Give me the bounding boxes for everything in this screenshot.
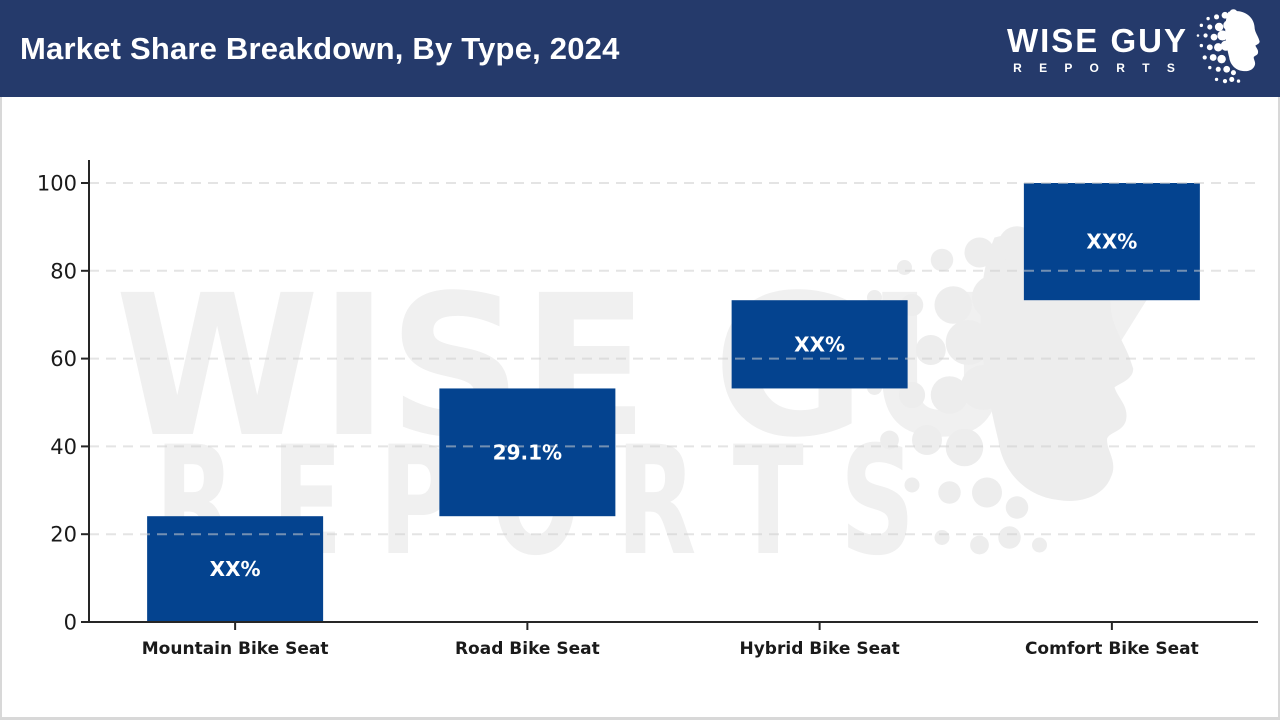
face-dot [1209, 53, 1217, 61]
face-dot [915, 335, 946, 365]
bar-comfort-bike-seat [1023, 183, 1200, 301]
bar-value-label: XX% [1086, 230, 1137, 254]
face-dot [1032, 537, 1047, 553]
face-dot [930, 248, 954, 272]
x-tick-label: Road Bike Seat [455, 639, 600, 659]
bar-hybrid-bike-seat [731, 300, 908, 389]
face-dot [1241, 13, 1246, 17]
face-dot [934, 286, 972, 324]
y-tick-label: 40 [50, 435, 77, 459]
face-dot [938, 481, 961, 504]
face-dot [1215, 66, 1221, 72]
face-dot [1223, 65, 1231, 73]
face-dot [1236, 78, 1241, 83]
face-dot [970, 535, 989, 555]
face-dot [1221, 11, 1229, 19]
face-dot [1214, 42, 1223, 52]
face-dot [1230, 69, 1236, 75]
face-dot [1217, 54, 1226, 63]
bar-value-label: XX% [794, 332, 845, 356]
face-dot [1208, 65, 1212, 69]
face-dot [880, 430, 899, 450]
face-dot [1217, 29, 1228, 41]
y-tick-label: 100 [37, 172, 77, 196]
face-dot [1220, 40, 1231, 51]
face-dot [1214, 77, 1219, 81]
face-dot [897, 260, 912, 275]
face-dot [1206, 43, 1213, 50]
face-dot [1005, 496, 1029, 519]
face-dot [945, 428, 984, 467]
face-dot [945, 320, 991, 365]
face-dot [1206, 16, 1210, 20]
bar-value-label: 29.1% [493, 440, 562, 464]
x-tick-label: Hybrid Bike Seat [740, 639, 900, 659]
face-dot [1203, 32, 1208, 38]
page-title: Market Share Breakdown, By Type, 2024 [20, 30, 620, 66]
bar-road-bike-seat [439, 388, 616, 517]
face-dot [1196, 33, 1200, 37]
x-tick-label: Mountain Bike Seat [142, 639, 329, 659]
logo-line1: WISE GUY [1006, 21, 1188, 59]
face-profile [1225, 10, 1260, 71]
face-dot [930, 376, 969, 414]
face-dot [1199, 23, 1204, 27]
y-tick-label: 60 [50, 347, 77, 371]
logo-line2: R E P O R T S [1013, 60, 1182, 75]
face-dot [1229, 76, 1235, 82]
face-dot [964, 237, 995, 268]
wise-guy-logo: WISE GUY R E P O R T S [1007, 5, 1266, 93]
face-dot [904, 477, 920, 493]
face-dot [1223, 19, 1234, 30]
face-profile [980, 233, 1134, 501]
face-dot [972, 477, 1002, 508]
face-dot [972, 275, 1017, 320]
logo-wordmark: WISE GUY R E P O R T S [1007, 24, 1188, 74]
face-dot [998, 526, 1021, 549]
face-dot [1229, 8, 1238, 18]
face-dot [1214, 13, 1220, 19]
face-glyph [1196, 8, 1260, 83]
face-dot [934, 530, 950, 545]
y-tick-label: 0 [64, 611, 77, 635]
y-tick-label: 80 [50, 259, 77, 283]
face-dot [1199, 43, 1204, 47]
header-bar: Market Share Breakdown, By Type, 2024 WI… [0, 0, 1280, 97]
bar-value-label: XX% [210, 557, 261, 581]
face-dot [960, 365, 1006, 410]
y-tick-label: 20 [50, 523, 77, 547]
wise-guy-face-icon [1196, 8, 1260, 83]
face-dot [1222, 78, 1228, 83]
face-dot [1202, 54, 1207, 60]
face-dot [1214, 22, 1224, 31]
x-tick-label: Comfort Bike Seat [1025, 639, 1199, 659]
face-dot [1210, 33, 1218, 41]
face-dot [912, 425, 942, 455]
face-dot [1235, 15, 1242, 21]
face-dot [1207, 24, 1213, 30]
